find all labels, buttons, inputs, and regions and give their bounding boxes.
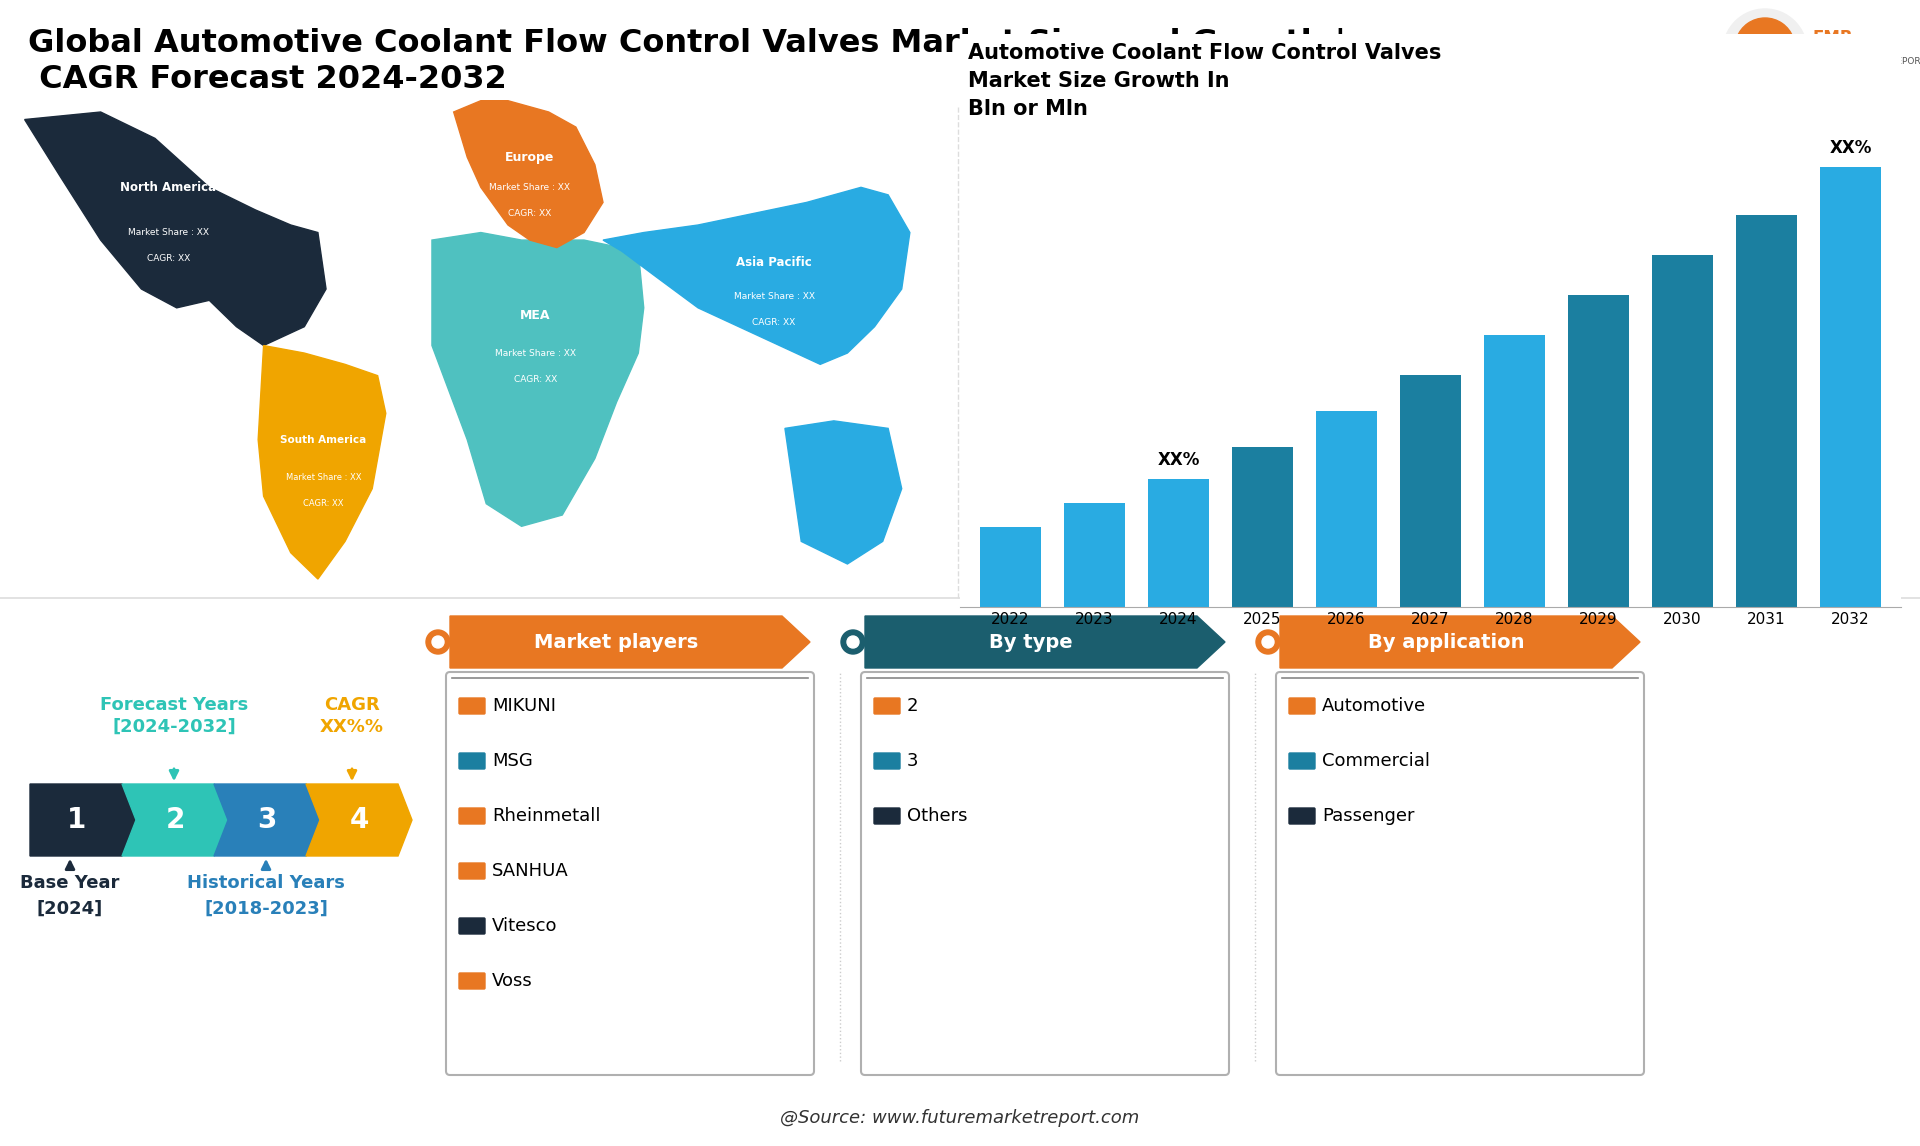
- Text: Others: Others: [906, 807, 968, 825]
- Text: CAGR: XX: CAGR: XX: [513, 375, 557, 384]
- Text: FUTURE MARKET REPORT: FUTURE MARKET REPORT: [1812, 56, 1920, 65]
- Text: XX%: XX%: [1830, 139, 1872, 157]
- Bar: [1820, 166, 1880, 607]
- Bar: [1736, 214, 1797, 607]
- Bar: [979, 527, 1041, 607]
- Text: North America: North America: [121, 181, 217, 194]
- Text: Automotive Coolant Flow Control Valves
Market Size Growth In
Bln or Mln: Automotive Coolant Flow Control Valves M…: [968, 44, 1442, 119]
- Polygon shape: [123, 784, 228, 856]
- Text: Base Year: Base Year: [21, 874, 119, 892]
- FancyBboxPatch shape: [874, 808, 900, 824]
- Text: Europe: Europe: [505, 150, 555, 164]
- Text: CAGR: CAGR: [324, 696, 380, 714]
- Text: By application: By application: [1367, 633, 1524, 651]
- Circle shape: [847, 636, 858, 647]
- FancyBboxPatch shape: [1277, 672, 1644, 1075]
- Text: [2024-2032]: [2024-2032]: [111, 719, 236, 736]
- Text: CAGR: XX: CAGR: XX: [148, 254, 190, 264]
- Text: CAGR: XX: CAGR: XX: [509, 210, 551, 218]
- Polygon shape: [305, 784, 413, 856]
- Circle shape: [1256, 630, 1281, 654]
- Wedge shape: [1745, 54, 1786, 76]
- Bar: [1148, 479, 1210, 607]
- Bar: [1651, 254, 1713, 607]
- FancyBboxPatch shape: [874, 698, 900, 714]
- FancyBboxPatch shape: [1288, 753, 1315, 769]
- Text: Market Share : XX: Market Share : XX: [490, 183, 570, 191]
- Polygon shape: [603, 187, 910, 364]
- Wedge shape: [1738, 18, 1793, 48]
- FancyBboxPatch shape: [459, 808, 486, 824]
- Text: 4: 4: [349, 806, 369, 834]
- Text: Market Share : XX: Market Share : XX: [286, 473, 361, 481]
- Text: Historical Years: Historical Years: [186, 874, 346, 892]
- FancyBboxPatch shape: [459, 973, 486, 989]
- Text: Vitesco: Vitesco: [492, 917, 557, 935]
- Text: XX%: XX%: [1158, 452, 1200, 469]
- Bar: [1400, 375, 1461, 607]
- Text: MSG: MSG: [492, 752, 532, 770]
- Polygon shape: [785, 421, 902, 564]
- Bar: [1484, 335, 1544, 607]
- Text: XX%%: XX%%: [321, 719, 384, 736]
- Circle shape: [1722, 9, 1807, 93]
- Bar: [1569, 295, 1628, 607]
- Bar: [1315, 411, 1377, 607]
- Text: Rheinmetall: Rheinmetall: [492, 807, 601, 825]
- Text: CAGR: XX: CAGR: XX: [303, 500, 344, 508]
- Polygon shape: [432, 233, 643, 526]
- Polygon shape: [31, 784, 136, 856]
- FancyBboxPatch shape: [1288, 808, 1315, 824]
- Polygon shape: [453, 101, 603, 248]
- Polygon shape: [1281, 617, 1640, 668]
- Text: Market Share : XX: Market Share : XX: [129, 228, 209, 237]
- Text: MIKUNI: MIKUNI: [492, 697, 557, 715]
- Text: 2: 2: [906, 697, 918, 715]
- Text: Asia Pacific: Asia Pacific: [735, 257, 812, 269]
- Bar: [1064, 503, 1125, 607]
- FancyBboxPatch shape: [459, 918, 486, 934]
- Text: Market Share : XX: Market Share : XX: [495, 348, 576, 358]
- Text: Global Automotive Coolant Flow Control Valves Market Size and Growth |: Global Automotive Coolant Flow Control V…: [29, 28, 1346, 60]
- Text: By type: By type: [989, 633, 1073, 651]
- FancyBboxPatch shape: [860, 672, 1229, 1075]
- Polygon shape: [866, 617, 1225, 668]
- Bar: [1233, 447, 1292, 607]
- Text: 3: 3: [257, 806, 276, 834]
- FancyBboxPatch shape: [445, 672, 814, 1075]
- Text: 3: 3: [906, 752, 918, 770]
- Circle shape: [841, 630, 866, 654]
- Text: SANHUA: SANHUA: [492, 862, 568, 880]
- Text: Automotive: Automotive: [1323, 697, 1427, 715]
- FancyBboxPatch shape: [459, 698, 486, 714]
- Circle shape: [1261, 636, 1275, 647]
- Text: Passenger: Passenger: [1323, 807, 1415, 825]
- Polygon shape: [213, 784, 321, 856]
- Text: @Source: www.futuremarketreport.com: @Source: www.futuremarketreport.com: [780, 1109, 1140, 1127]
- Polygon shape: [257, 346, 386, 579]
- Text: [2024]: [2024]: [36, 900, 104, 918]
- Polygon shape: [449, 617, 810, 668]
- Text: CAGR Forecast 2024-2032: CAGR Forecast 2024-2032: [29, 64, 507, 95]
- Circle shape: [1757, 44, 1772, 58]
- Text: CAGR: XX: CAGR: XX: [753, 319, 795, 328]
- Text: [2018-2023]: [2018-2023]: [204, 900, 328, 918]
- Text: MEA: MEA: [520, 309, 551, 322]
- Text: South America: South America: [280, 434, 367, 445]
- Text: Commercial: Commercial: [1323, 752, 1430, 770]
- Text: FMR: FMR: [1812, 29, 1853, 47]
- FancyBboxPatch shape: [1288, 698, 1315, 714]
- Text: Market Share : XX: Market Share : XX: [733, 292, 814, 301]
- Text: 2: 2: [165, 806, 184, 834]
- Text: Forecast Years: Forecast Years: [100, 696, 248, 714]
- FancyBboxPatch shape: [874, 753, 900, 769]
- Polygon shape: [25, 112, 326, 346]
- Text: Market players: Market players: [534, 633, 699, 651]
- Circle shape: [426, 630, 449, 654]
- Text: Voss: Voss: [492, 972, 532, 990]
- Text: 1: 1: [67, 806, 86, 834]
- Circle shape: [432, 636, 444, 647]
- FancyBboxPatch shape: [459, 863, 486, 879]
- FancyBboxPatch shape: [459, 753, 486, 769]
